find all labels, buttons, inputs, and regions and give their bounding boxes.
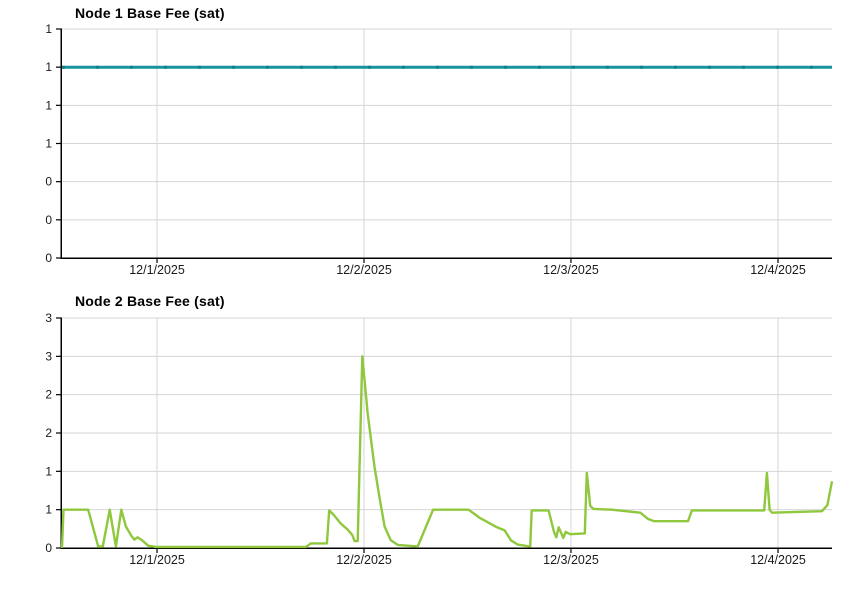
y-axis-label: 3: [45, 349, 52, 363]
y-axis-label: 3: [45, 311, 52, 325]
y-axis-label: 1: [45, 22, 52, 36]
x-axis-label: 12/3/2025: [543, 263, 599, 277]
y-axis-label: 0: [45, 541, 52, 555]
node1-base-fee-plot: 1 1 1 1 0 0 0 12/1/2025 12/2/2025 12/3/2025 12/4/2…: [45, 22, 832, 277]
y-axis-label: 1: [45, 98, 52, 112]
x-axis-label: 12/4/2025: [750, 553, 806, 567]
node2-base-fee-plot: 3 3 2 2 1 1 0 12/1/2025 12/2/2025 12/3/2025 12/4/2…: [45, 311, 834, 567]
chart-title-node2: Node 2 Base Fee (sat): [75, 293, 225, 309]
y-axis-label: 0: [45, 213, 52, 227]
x-axis-label: 12/1/2025: [129, 553, 185, 567]
x-axis-label: 12/1/2025: [129, 263, 185, 277]
x-axis-label: 12/2/2025: [336, 263, 392, 277]
node2-base-fee-line: [60, 355, 834, 549]
y-axis-label: 2: [45, 426, 52, 440]
chart-node1-base-fee: Node 1 Base Fee (sat) 1 1 1 1 0 0 0 12/1/2025 12…: [0, 0, 860, 285]
y-axis-label: 1: [45, 60, 52, 74]
y-axis-label: 2: [45, 388, 52, 402]
y-axis-label: 1: [45, 137, 52, 151]
y-axis-label: 1: [45, 503, 52, 517]
y-axis-label: 0: [45, 251, 52, 265]
chart-node2-base-fee: Node 2 Base Fee (sat) 3 3 2 2 1 1 0 12/1/2025 12…: [0, 285, 860, 600]
x-axis-label: 12/3/2025: [543, 553, 599, 567]
x-axis-label: 12/4/2025: [750, 263, 806, 277]
y-axis-label: 1: [45, 464, 52, 478]
x-axis-label: 12/2/2025: [336, 553, 392, 567]
chart-title-node1: Node 1 Base Fee (sat): [75, 5, 225, 21]
y-axis-label: 0: [45, 175, 52, 189]
